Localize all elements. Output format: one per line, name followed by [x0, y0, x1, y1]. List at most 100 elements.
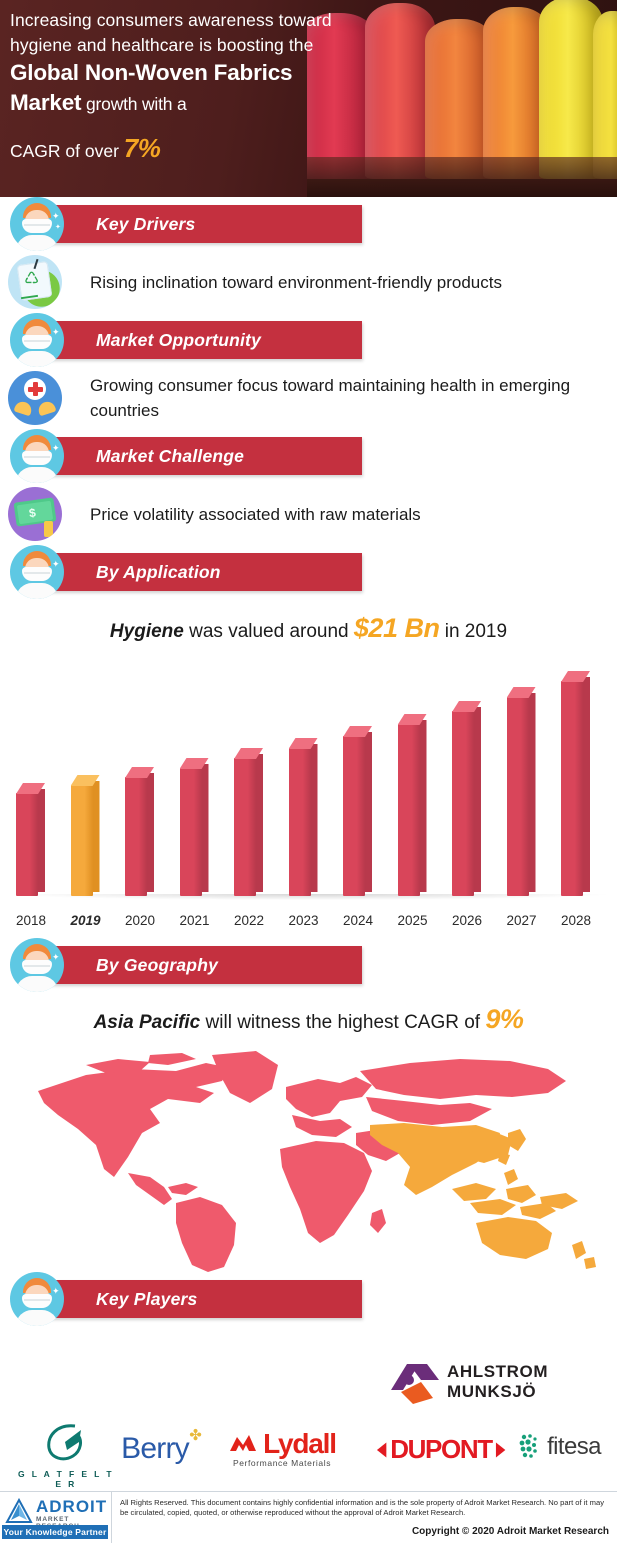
bar-2020 [125, 766, 155, 896]
chart-caption: Hygiene was valued around $21 Bn in 2019 [0, 599, 617, 648]
bar-side-face [147, 773, 154, 892]
bar-side-face [92, 781, 100, 892]
bar-front-face [179, 768, 202, 896]
bar-top-face [452, 701, 481, 712]
masked-person-icon: ✦ [10, 1272, 64, 1326]
bar-front-face [452, 711, 474, 896]
header-line-2: hygiene and healthcare is boosting the [10, 35, 314, 55]
fitesa-leaf-icon [519, 1434, 537, 1458]
chart-baseline [14, 894, 607, 900]
bar-label-2023: 2023 [288, 913, 319, 928]
lydall-wordmark: Lydall [263, 1428, 337, 1459]
logo-glatfelter: G L A T F E L T E R [18, 1422, 114, 1489]
bar-side-face [474, 707, 481, 892]
section-by-application: ✦ By Application [0, 545, 617, 599]
header-banner: Increasing consumers awareness toward hy… [0, 0, 617, 197]
berry-wordmark: Berry [121, 1432, 189, 1465]
adroit-wordmark: ADROIT [36, 1497, 108, 1516]
money-banknote-icon: $ [8, 487, 62, 541]
logo-berry: Berry ✤ [112, 1427, 202, 1466]
bullet-text: Price volatility associated with raw mat… [90, 504, 421, 524]
bar-label-2020: 2020 [124, 913, 156, 928]
bar-side-face [419, 720, 427, 892]
chart-caption-value: $21 Bn [353, 613, 440, 643]
chart-caption-suffix: in 2019 [439, 621, 508, 642]
banner-label: By Geography [96, 954, 219, 975]
bar-top-face [288, 738, 318, 749]
section-market-challenge: ✦ Market Challenge [0, 429, 617, 483]
bar-side-face [310, 744, 318, 892]
header-line-1: Increasing consumers awareness toward [10, 10, 332, 30]
bar-label-2028: 2028 [560, 913, 592, 928]
bar-2025 [397, 713, 428, 896]
adroit-tagline: Your Knowledge Partner [2, 1525, 108, 1539]
bullet-text: Growing consumer focus toward maintainin… [90, 376, 571, 420]
ahlstrom-line-2: MUNKSJÖ [447, 1382, 537, 1401]
bar-top-face [561, 671, 590, 682]
banner-key-drivers: Key Drivers [41, 205, 362, 243]
bar-side-face [365, 732, 372, 892]
map-caption-highlight: Asia Pacific [93, 1012, 201, 1033]
bar-front-face [343, 736, 365, 896]
banner-label: Key Players [96, 1288, 198, 1309]
bar-top-face [179, 758, 209, 769]
key-players-logo-row: G L A T F E L T E R Berry ✤ Lydall Perfo… [0, 1418, 617, 1496]
dupont-left-arrow-icon [376, 1441, 387, 1458]
masked-person-icon: ✦ [10, 313, 64, 367]
bar-top-face [125, 767, 154, 778]
bar-side-face [38, 789, 45, 892]
bar-top-face [70, 775, 100, 786]
bar-2018 [16, 782, 46, 896]
header-title-2-suffix: growth with a [81, 94, 187, 114]
header-cagr-value: 7% [123, 133, 161, 163]
bar-top-face [234, 748, 263, 759]
glatfelter-wordmark: G L A T F E L T E R [18, 1469, 114, 1489]
map-caption: Asia Pacific will witness the highest CA… [0, 992, 617, 1037]
bar-label-2025: 2025 [397, 913, 428, 928]
bar-front-face [506, 697, 529, 896]
chart-caption-highlight: Hygiene [109, 621, 184, 642]
bar-top-face [343, 726, 372, 737]
bullet-market-opportunity: Growing consumer focus toward maintainin… [0, 367, 617, 429]
masked-person-icon: ✦ ✦ [10, 197, 64, 251]
banner-label: Key Drivers [96, 213, 196, 234]
dupont-right-arrow-icon [495, 1441, 506, 1458]
logo-lydall: Lydall Performance Materials [206, 1428, 358, 1468]
map-base-regions [38, 1051, 566, 1272]
bar-label-2027: 2027 [506, 913, 537, 928]
adroit-logo: ADROIT MARKET RESEARCH Your Knowledge Pa… [0, 1492, 112, 1543]
bar-front-face [70, 785, 93, 896]
bar-front-face [16, 793, 38, 896]
bar-top-face [16, 783, 45, 794]
ahlstrom-mark-icon [391, 1364, 439, 1404]
hygiene-bar-chart: 2018 2019 2020 2021 2022 2023 2024 2025 2026 2027… [0, 648, 617, 938]
bar-front-face [288, 748, 311, 896]
recycle-tag-icon: ♺ [8, 255, 62, 309]
dupont-wordmark: DUPONT [390, 1434, 493, 1464]
masked-person-icon: ✦ [10, 938, 64, 992]
lydall-chevron-icon [230, 1435, 257, 1451]
footer: ADROIT MARKET RESEARCH Your Knowledge Pa… [0, 1491, 617, 1543]
bar-2021 [179, 757, 210, 896]
map-caption-value: 9% [485, 1004, 524, 1034]
bar-2022 [234, 747, 264, 896]
footer-copyright: Copyright © 2020 Adroit Market Research [411, 1526, 609, 1537]
header-title-2: Market [10, 90, 82, 115]
header-title: Global Non-Woven Fabrics [10, 60, 293, 85]
chart-caption-mid: was valued around [183, 621, 354, 642]
banner-market-challenge: Market Challenge [41, 437, 362, 475]
bar-top-face [397, 714, 427, 725]
header-cagr-label: CAGR of over [10, 141, 124, 161]
logo-dupont: DUPONT [376, 1434, 506, 1465]
bar-label-2021: 2021 [179, 913, 210, 928]
world-map [0, 1037, 617, 1272]
ahlstrom-line-1: AHLSTROM [447, 1362, 549, 1381]
bullet-text: Rising inclination toward environment-fr… [90, 272, 502, 292]
banner-key-players: Key Players [41, 1280, 362, 1318]
bar-side-face [528, 693, 536, 892]
bar-side-face [256, 754, 263, 892]
world-map-svg [38, 1051, 596, 1272]
bullet-market-challenge: $ Price volatility associated with raw m… [0, 483, 617, 545]
banner-by-geography: By Geography [41, 946, 362, 984]
section-by-geography: ✦ By Geography [0, 938, 617, 992]
